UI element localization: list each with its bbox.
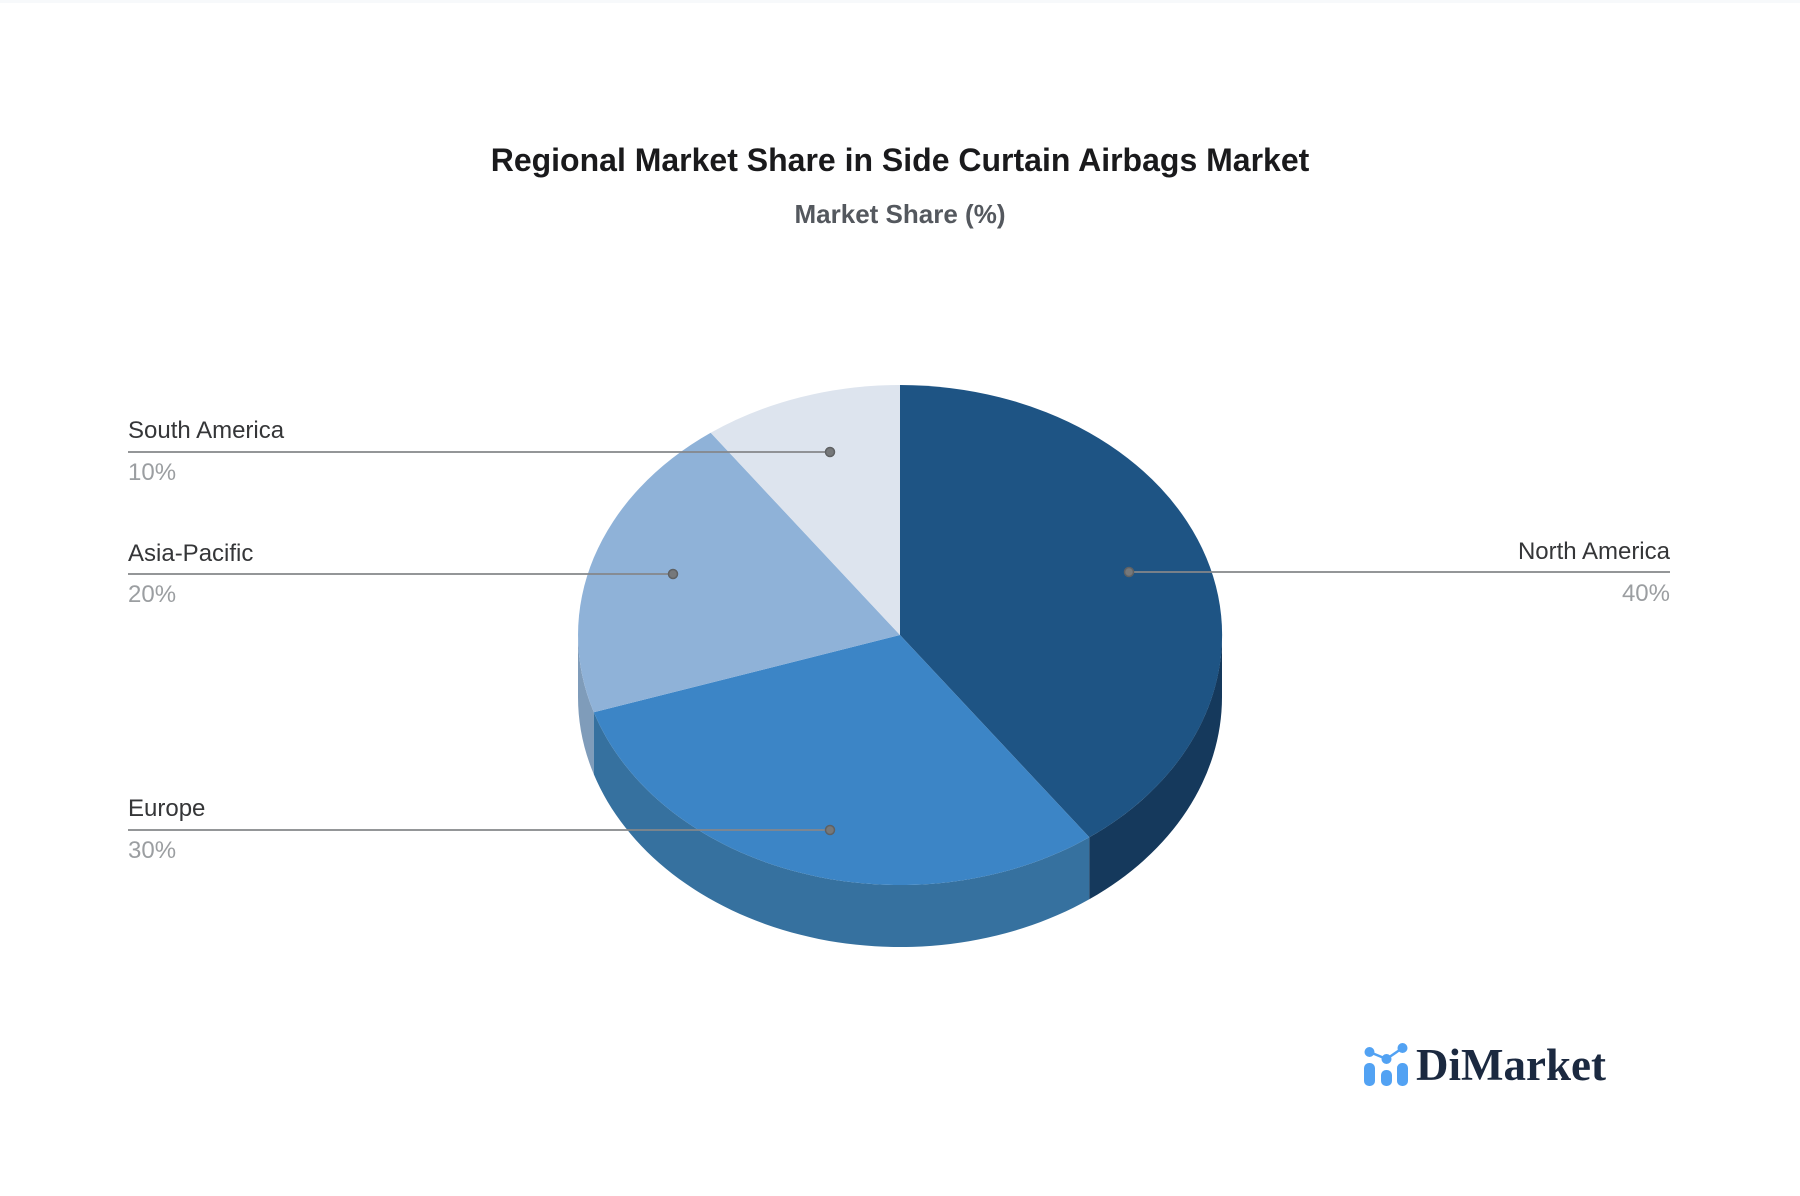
pie-depth-walls [578, 635, 1223, 948]
pie-slice-north-america-side [1089, 635, 1223, 900]
slice-label-europe: Europe [128, 795, 205, 822]
pie-slice-europe[interactable] [593, 635, 1090, 886]
pie-slice-north-america[interactable] [900, 384, 1223, 838]
pie-slice-asia-pacific[interactable] [578, 432, 900, 713]
pie-top-faces [578, 384, 1223, 886]
top-edge-strip [0, 0, 1800, 3]
bar-line-chart-icon [1364, 1043, 1408, 1086]
logo-dot-3 [1397, 1043, 1408, 1053]
slice-label-north-america: North America [1518, 538, 1671, 565]
brand-logo: DiMarket [1364, 1040, 1606, 1090]
leader-dot-europe [824, 824, 836, 836]
logo-bar-2 [1381, 1070, 1392, 1086]
pie-slice-south-america[interactable] [710, 385, 900, 635]
slice-label-asia-pacific: Asia-Pacific [128, 540, 253, 567]
slice-value-south-america: 10% [128, 459, 176, 486]
chart-subtitle: Market Share (%) [795, 199, 1006, 229]
leader-dot-asia-pacific [667, 568, 679, 580]
logo-dot-1 [1364, 1047, 1375, 1057]
pie-slice-asia-pacific-side [578, 635, 594, 775]
chart-title: Regional Market Share in Side Curtain Ai… [491, 142, 1310, 178]
pie-slice-europe-side [593, 712, 1090, 948]
callout-europe: Europe 30% [128, 795, 836, 864]
slice-value-europe: 30% [128, 837, 176, 864]
logo-wordmark: DiMarket [1416, 1040, 1606, 1090]
leader-dot-north-america [1123, 566, 1135, 578]
logo-dot-2 [1381, 1054, 1392, 1064]
logo-bar-1 [1364, 1063, 1375, 1086]
callout-north-america: North America 40% [1123, 538, 1671, 607]
slice-value-asia-pacific: 20% [128, 581, 176, 608]
callout-asia-pacific: Asia-Pacific 20% [128, 540, 679, 608]
slice-value-north-america: 40% [1622, 580, 1670, 607]
callout-south-america: South America 10% [128, 417, 836, 486]
slice-label-south-america: South America [128, 417, 285, 444]
logo-bar-3 [1397, 1063, 1408, 1086]
leader-dot-south-america [824, 446, 836, 458]
